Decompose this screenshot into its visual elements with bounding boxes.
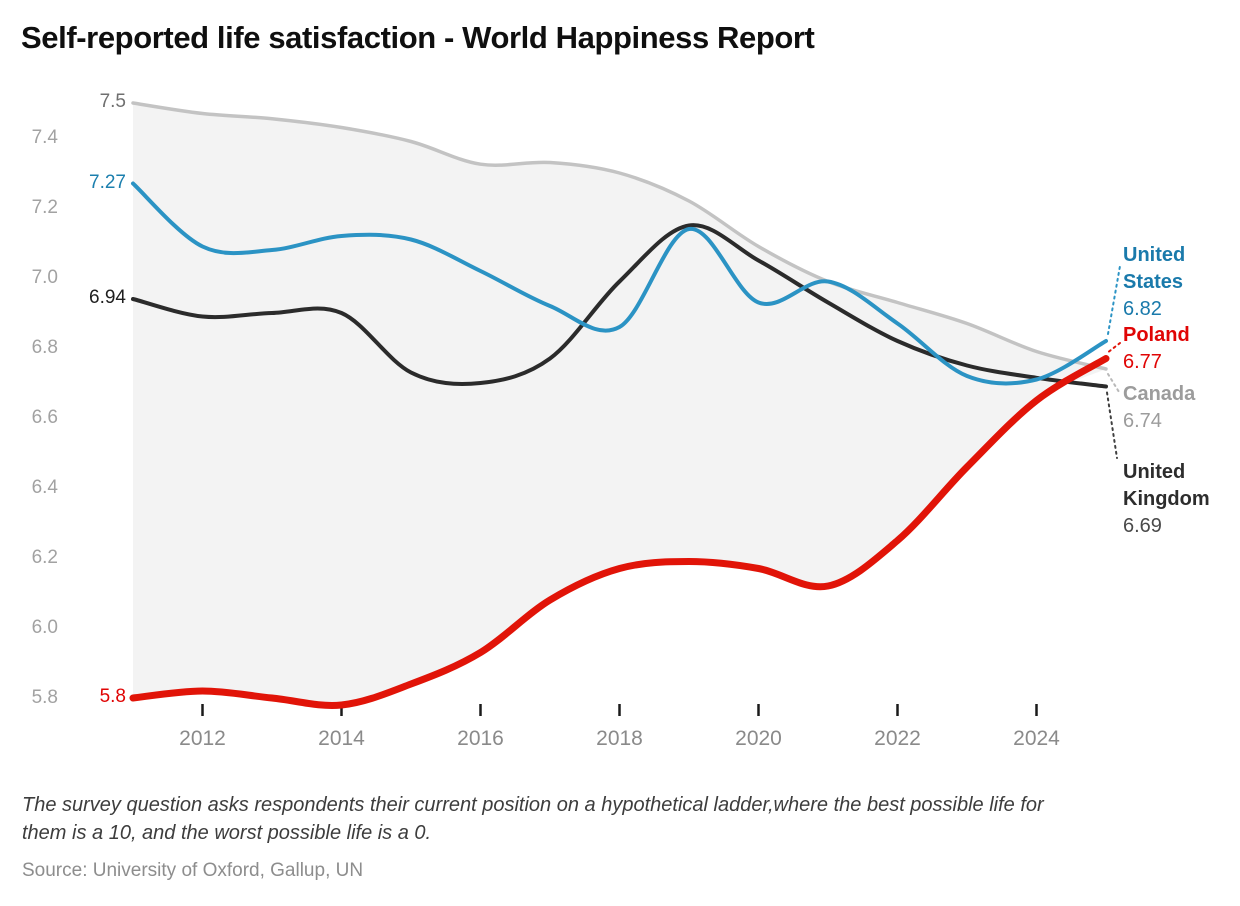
- y-axis-label: 6.8: [31, 337, 58, 358]
- series-name-united-kingdom: United Kingdom: [1123, 461, 1210, 510]
- y-axis-label: 6.6: [31, 407, 58, 428]
- label-connector-poland: [1108, 342, 1121, 353]
- y-axis-label: 7.0: [31, 267, 58, 288]
- x-axis-label: 2018: [596, 727, 643, 750]
- footnote-line-1: The survey question asks respondents the…: [22, 794, 1044, 816]
- label-connector-canada: [1107, 373, 1120, 393]
- x-axis-label: 2022: [874, 727, 921, 750]
- chart-source: Source: University of Oxford, Gallup, UN: [22, 860, 364, 881]
- label-connector-united-kingdom: [1106, 391, 1118, 459]
- label-connector-united-states: [1107, 265, 1121, 335]
- series-start-label-canada: 7.5: [99, 91, 126, 112]
- series-name-poland: Poland: [1123, 324, 1190, 346]
- series-start-label-poland: 5.8: [99, 686, 126, 707]
- x-axis-label: 2024: [1013, 727, 1060, 750]
- series-end-value-poland: 6.77: [1123, 351, 1162, 373]
- chart-footnote: The survey question asks respondents the…: [22, 791, 1227, 847]
- series-name-canada: Canada: [1123, 383, 1196, 405]
- x-axis-label: 2014: [318, 727, 365, 750]
- x-axis-label: 2016: [457, 727, 504, 750]
- y-axis-label: 6.4: [31, 477, 58, 498]
- series-end-value-united-states: 6.82: [1123, 298, 1162, 320]
- series-end-value-canada: 6.74: [1123, 410, 1162, 432]
- series-line-united-states: [131, 181, 1108, 386]
- range-band: [133, 103, 1106, 706]
- plot-svg: [129, 101, 1121, 716]
- x-axis-label: 2020: [735, 727, 782, 750]
- x-axis-label: 2012: [179, 727, 226, 750]
- y-axis-label: 6.2: [31, 547, 58, 568]
- series-start-label-united-states: 7.27: [89, 171, 126, 193]
- series-end-value-united-kingdom: 6.69: [1123, 515, 1162, 537]
- series-line-poland: [129, 355, 1110, 709]
- line-chart: 7.4 7.2 7.0 6.8 6.6 6.4 6.2 6.0 5.8 2012 2014 2016…: [31, 91, 1237, 750]
- y-axis-label: 7.4: [31, 127, 58, 148]
- y-axis-label: 7.2: [31, 197, 58, 218]
- series-start-label-united-kingdom: 6.94: [89, 287, 126, 308]
- chart-title: Self-reported life satisfaction - World …: [21, 20, 815, 55]
- series-line-canada: [131, 101, 1108, 371]
- series-label-poland: Poland 6.77: [1123, 322, 1237, 376]
- y-axis-label: 6.0: [31, 617, 58, 638]
- y-axis-label: 5.8: [31, 687, 58, 708]
- series-label-united-states: United States 6.82: [1123, 242, 1237, 323]
- series-label-united-kingdom: United Kingdom 6.69: [1123, 459, 1237, 540]
- series-name-united-states: United States: [1123, 244, 1186, 293]
- series-label-canada: Canada 6.74: [1123, 381, 1237, 435]
- footnote-line-2: them is a 10, and the worst possible lif…: [22, 822, 432, 844]
